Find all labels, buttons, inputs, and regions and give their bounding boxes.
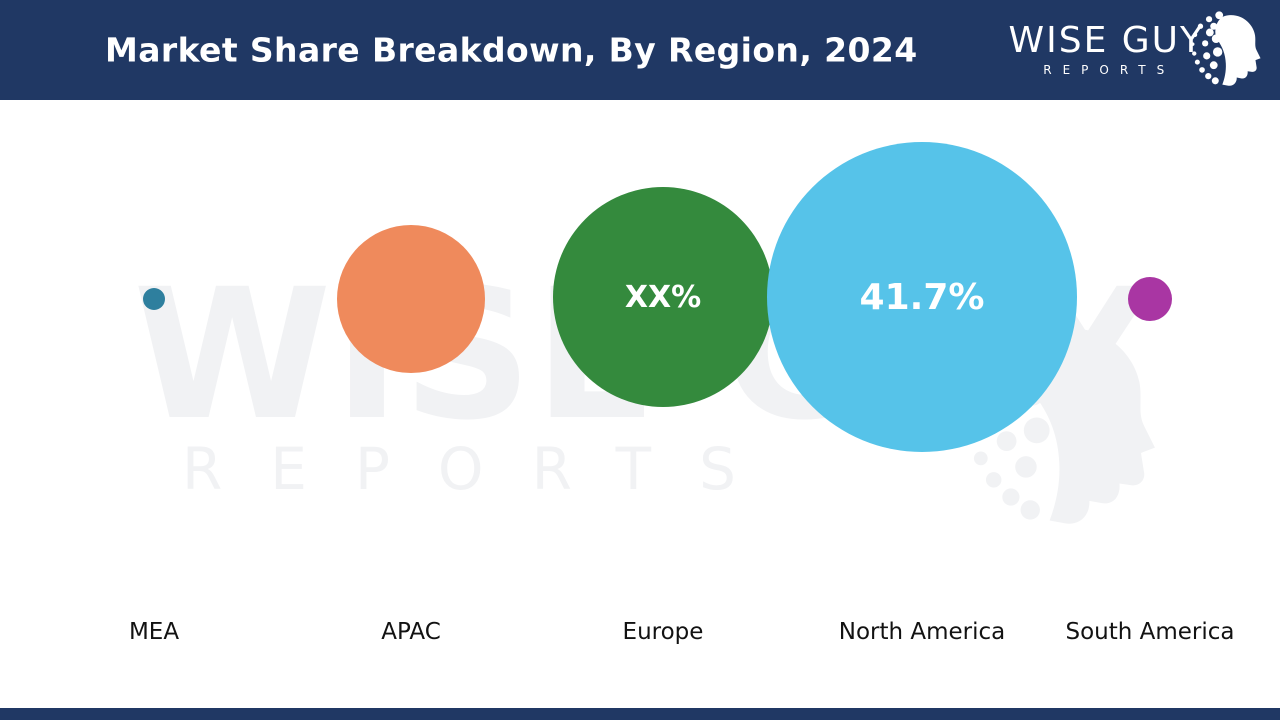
page-title: Market Share Breakdown, By Region, 2024 [105,30,918,70]
bubble-europe: XX% [553,187,773,407]
brand-logo: WISE GUY REPORTS [1009,9,1267,91]
category-label-mea: MEA [128,619,180,645]
brand-logo-text: WISE GUY REPORTS [1008,20,1205,78]
bubble-mea [143,288,165,310]
category-label-south-america: South America [1065,619,1235,645]
bubble-apac [337,225,485,373]
head-profile-icon [1190,11,1261,86]
bubble-value-label-north-america: 41.7% [859,276,985,318]
category-label-north-america: North America [838,619,1006,645]
category-label-apac: APAC [381,619,441,645]
category-label-europe: Europe [622,619,704,645]
bubble-value-label-europe: XX% [624,279,702,315]
brand-logo-wordmark: WISE GUY [1008,20,1204,61]
header-bar: Market Share Breakdown, By Region, 2024 … [0,0,1280,100]
bubble-south-america [1128,277,1172,321]
footer-bar [0,708,1280,720]
brand-logo-reports-text: REPORTS [1043,63,1176,77]
